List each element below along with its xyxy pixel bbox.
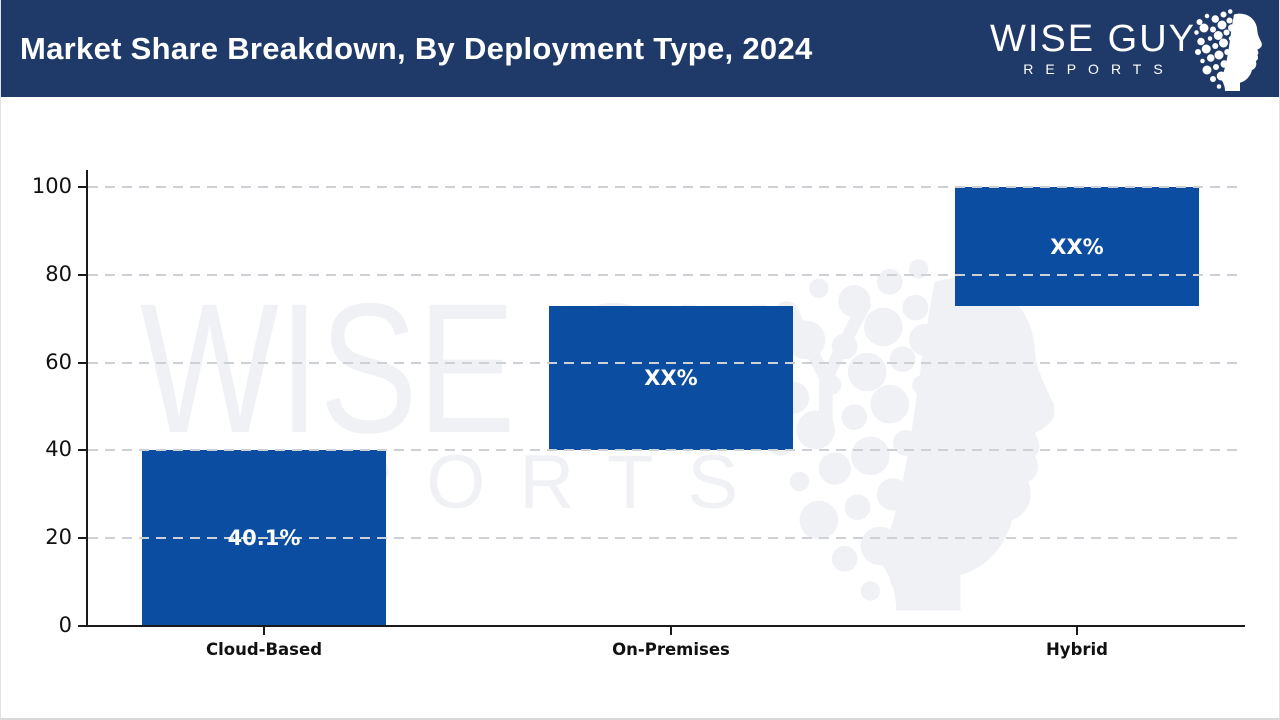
y-tick-mark [78,186,86,188]
bar-hybrid [955,187,1199,307]
header: Market Share Breakdown, By Deployment Ty… [0,0,1280,97]
x-tick-mark [670,627,672,635]
y-tick-mark [78,625,86,627]
y-tick-mark [78,449,86,452]
y-tick-label: 80 [45,261,72,286]
gridline-100 [88,186,1243,188]
logo-subtitle: REPORTS [1023,61,1175,77]
bar-value-label: XX% [644,366,698,391]
y-tick-mark [78,361,86,364]
gridline-40 [88,449,1243,452]
y-tick-label: 20 [45,525,72,550]
gridline-60 [88,361,1243,364]
page-title: Market Share Breakdown, By Deployment Ty… [20,30,813,66]
y-tick-mark [78,273,86,276]
y-tick-label: 60 [45,349,72,374]
y-tick-label: 100 [31,174,72,198]
gridline-20 [88,537,1243,540]
logo-text: WISE GUY REPORTS [990,20,1196,77]
logo-head-icon [1190,7,1266,91]
x-tick-mark [263,627,265,635]
x-tick-mark [1076,627,1078,635]
y-tick-mark [78,537,86,540]
x-axis-line [86,625,1245,627]
gridline-80 [88,273,1243,276]
logo-wordmark: WISE GUY [989,18,1196,60]
bar-on-premises [549,306,793,450]
category-label-hybrid: Hybrid [1046,640,1108,659]
bar-value-label: 40.1% [227,525,301,550]
y-tick-label: 40 [45,437,72,462]
y-axis-line [86,170,88,627]
y-tick-label: 0 [58,613,72,637]
bar-value-label: XX% [1050,234,1104,259]
wise-guy-reports-logo: WISE GUY REPORTS [990,7,1266,91]
category-label-on-premises: On-Premises [612,640,730,659]
category-label-cloud-based: Cloud-Based [205,640,323,659]
